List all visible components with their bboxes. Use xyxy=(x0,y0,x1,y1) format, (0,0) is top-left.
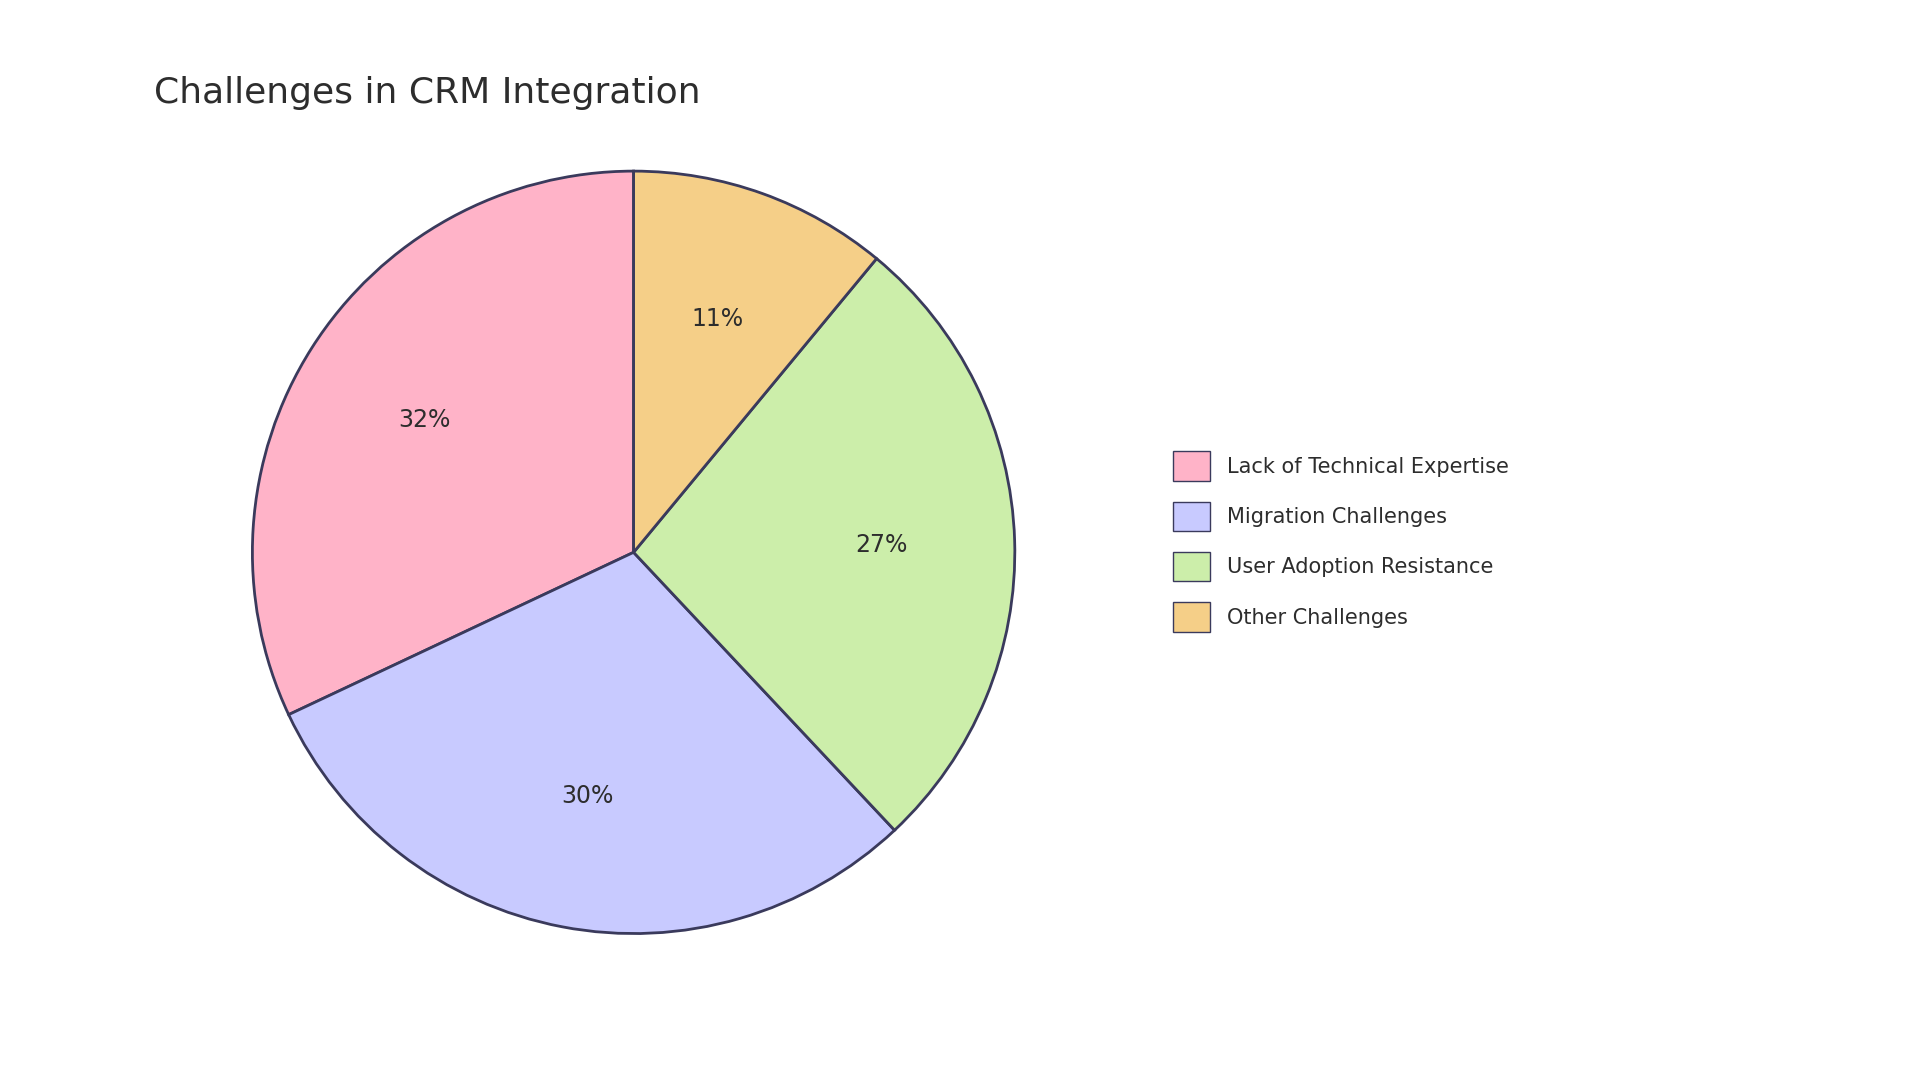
Text: 30%: 30% xyxy=(561,784,612,808)
Wedge shape xyxy=(288,552,895,934)
Wedge shape xyxy=(634,259,1016,831)
Wedge shape xyxy=(252,171,634,715)
Text: Challenges in CRM Integration: Challenges in CRM Integration xyxy=(154,76,701,109)
Text: 11%: 11% xyxy=(691,308,743,331)
Text: 32%: 32% xyxy=(397,407,451,431)
Legend: Lack of Technical Expertise, Migration Challenges, User Adoption Resistance, Oth: Lack of Technical Expertise, Migration C… xyxy=(1162,441,1519,642)
Text: 27%: 27% xyxy=(854,533,908,557)
Wedge shape xyxy=(634,171,877,552)
